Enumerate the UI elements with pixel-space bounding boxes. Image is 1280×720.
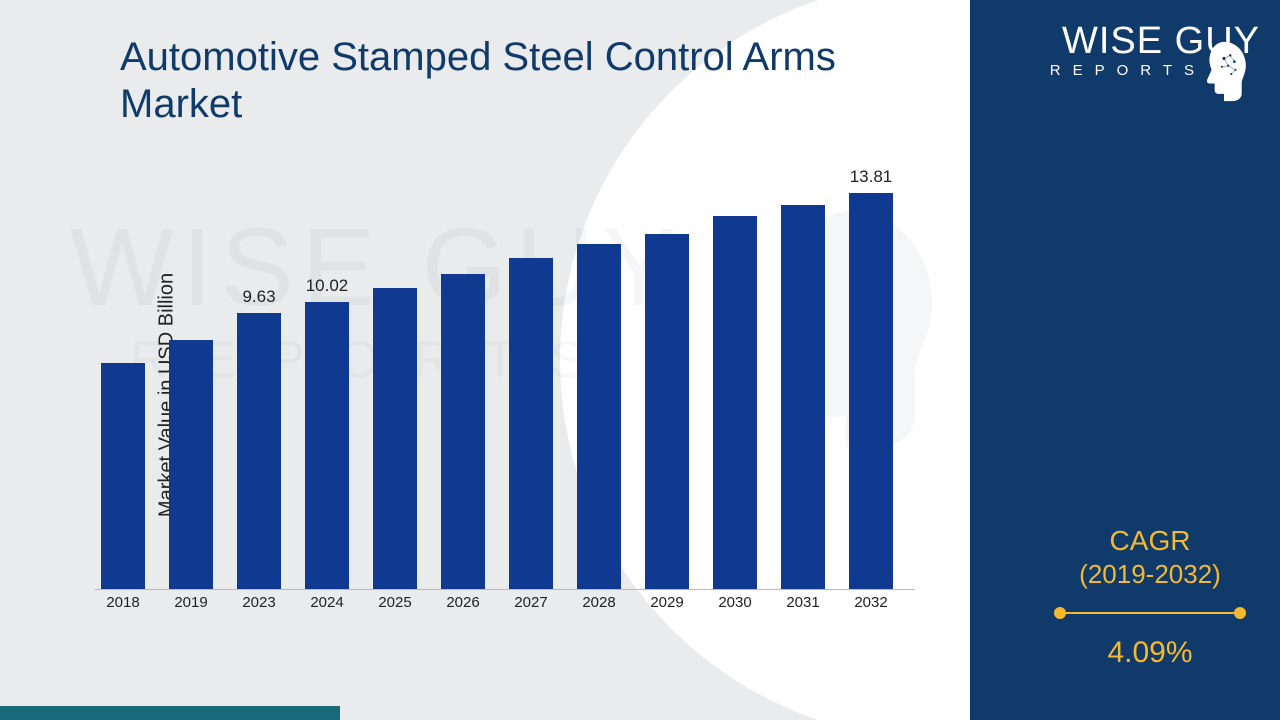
stage: WISE GUY REPORTS WISE GUY REPORTS bbox=[0, 0, 1280, 720]
x-tick-label: 2027 bbox=[497, 594, 565, 611]
x-tick-label: 2032 bbox=[837, 594, 905, 611]
x-tick-label: 2026 bbox=[429, 594, 497, 611]
x-tick-label: 2029 bbox=[633, 594, 701, 611]
right-panel: WISE GUY REPORTS CAGR (2019-2032 bbox=[970, 0, 1280, 720]
cagr-range: (2019-2032) bbox=[1020, 559, 1280, 590]
bar bbox=[169, 340, 213, 589]
x-tick-label: 2018 bbox=[89, 594, 157, 611]
logo-head-icon bbox=[1198, 40, 1250, 104]
x-tick-label: 2019 bbox=[157, 594, 225, 611]
x-tick-label: 2028 bbox=[565, 594, 633, 611]
footer-accent-bar bbox=[0, 706, 340, 720]
cagr-divider-line bbox=[1060, 612, 1240, 614]
cagr-block: CAGR (2019-2032) 4.09% bbox=[1020, 525, 1280, 670]
cagr-value: 4.09% bbox=[1020, 636, 1280, 670]
bar-rect bbox=[101, 363, 145, 589]
bar-rect bbox=[373, 288, 417, 589]
bar bbox=[373, 288, 417, 589]
bar bbox=[645, 234, 689, 589]
cagr-label: CAGR bbox=[1020, 525, 1280, 557]
bar: 10.02 bbox=[305, 302, 349, 589]
bar-rect bbox=[781, 205, 825, 589]
x-tick-label: 2031 bbox=[769, 594, 837, 611]
bar-rect bbox=[169, 340, 213, 589]
bar-rect bbox=[441, 274, 485, 589]
x-tick-label: 2030 bbox=[701, 594, 769, 611]
bar-rect bbox=[713, 216, 757, 589]
bar bbox=[713, 216, 757, 589]
bar bbox=[441, 274, 485, 589]
bar: 9.63 bbox=[237, 313, 281, 589]
logo-sub-text: REPORTS bbox=[990, 62, 1206, 79]
chart-area: Market Value in USD Billion 9.6310.0213.… bbox=[55, 160, 915, 630]
bar-rect bbox=[849, 193, 893, 589]
bar-rect bbox=[237, 313, 281, 589]
x-tick-label: 2023 bbox=[225, 594, 293, 611]
bar bbox=[781, 205, 825, 589]
bar bbox=[577, 244, 621, 589]
bar bbox=[101, 363, 145, 589]
bar-rect bbox=[305, 302, 349, 589]
bar: 13.81 bbox=[849, 193, 893, 589]
x-tick-label: 2025 bbox=[361, 594, 429, 611]
bar-rect bbox=[645, 234, 689, 589]
logo-block: WISE GUY REPORTS bbox=[990, 22, 1260, 79]
page-title: Automotive Stamped Steel Control Arms Ma… bbox=[120, 34, 840, 128]
bar bbox=[509, 258, 553, 589]
bar-rect bbox=[509, 258, 553, 589]
bar-value-label: 13.81 bbox=[831, 167, 911, 187]
x-tick-label: 2024 bbox=[293, 594, 361, 611]
bar-value-label: 10.02 bbox=[287, 276, 367, 296]
x-axis-labels: 2018201920232024202520262027202820292030… bbox=[95, 594, 915, 624]
chart-plot: 9.63 10.02 13.81 bbox=[95, 160, 915, 590]
bar-rect bbox=[577, 244, 621, 589]
